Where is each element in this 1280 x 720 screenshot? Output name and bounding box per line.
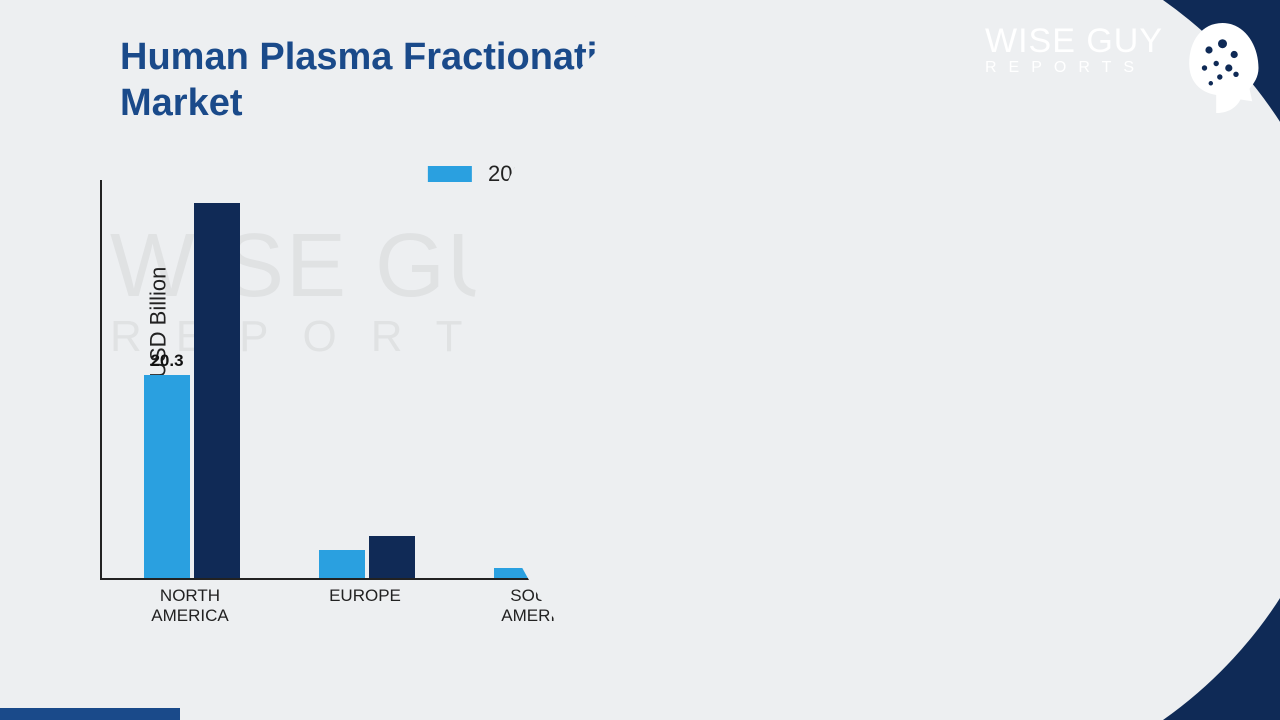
bar-b [194,203,240,578]
x-category-label: EUROPE [295,586,435,606]
brand-panel: WISE GUY REPORTS [950,0,1280,720]
bar-value-label: 20.3 [142,351,192,371]
footer-accent [0,708,180,720]
brand-logo: WISE GUY REPORTS [985,22,1255,122]
bar-a [144,375,190,578]
brand-head-icon [1173,18,1263,118]
bar-b [369,536,415,578]
bar-a [319,550,365,578]
x-category-label: NORTH AMERICA [120,586,260,627]
